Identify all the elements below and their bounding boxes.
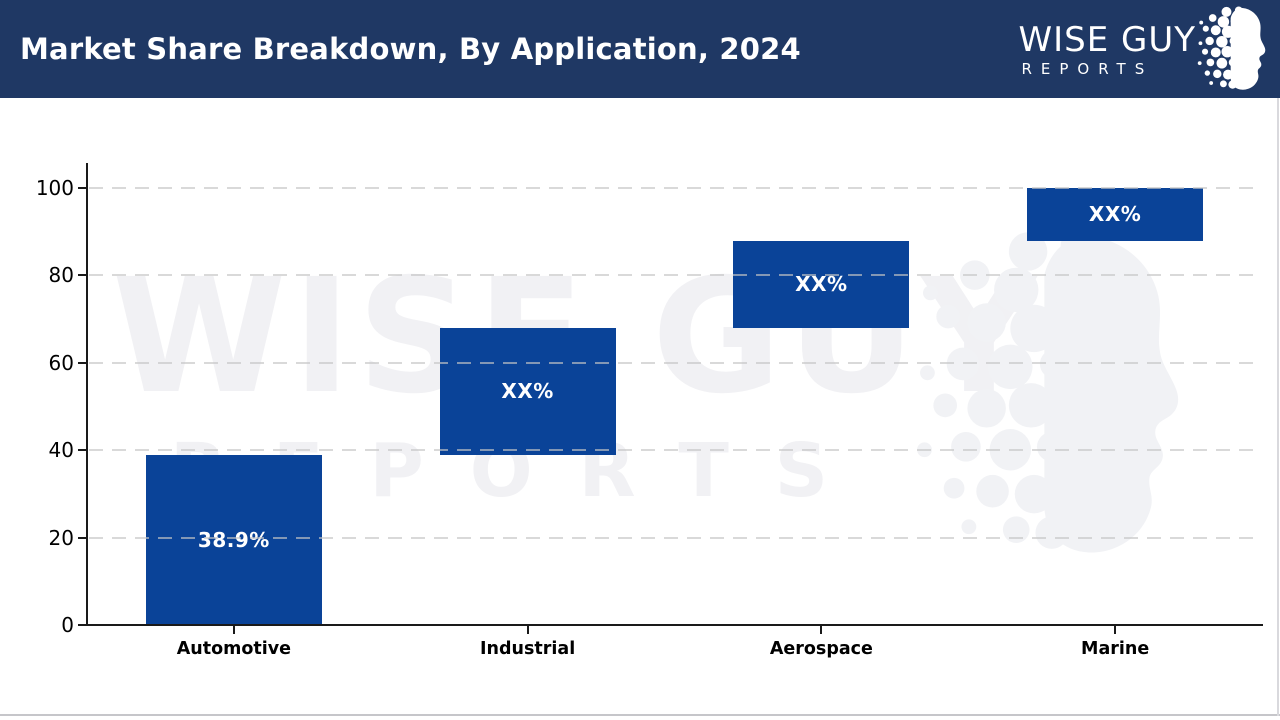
- logo-wordmark: WISE GUY: [1018, 20, 1196, 60]
- bar-value-label: XX%: [795, 272, 848, 297]
- x-tick-label-aerospace: Aerospace: [769, 639, 873, 659]
- y-tick-label: 20: [48, 525, 74, 550]
- header: Market Share Breakdown, By Application, …: [0, 0, 1280, 98]
- x-tick-label-automotive: Automotive: [176, 639, 292, 659]
- watermark-subtext: REPORTS: [170, 428, 875, 514]
- wiseguy-face-icon: [1180, 5, 1276, 93]
- y-tick-label: 60: [48, 350, 74, 375]
- x-tick: [1114, 626, 1117, 634]
- bar-value-label: 38.9%: [197, 527, 270, 552]
- watermark-face-icon: [886, 220, 1182, 570]
- x-tick: [232, 626, 235, 634]
- gridline: [89, 449, 1256, 451]
- x-tick: [820, 626, 823, 634]
- y-tick: [78, 361, 86, 364]
- gridline: [89, 361, 1256, 364]
- bar-value-label: XX%: [501, 379, 554, 404]
- logo-text: WISE GUY REPORTS: [1018, 23, 1196, 77]
- y-tick: [78, 536, 86, 539]
- x-tick-label-industrial: Industrial: [480, 639, 576, 659]
- y-tick-label: 100: [35, 175, 74, 200]
- y-tick: [78, 449, 86, 451]
- bar-automotive: 38.9%: [145, 454, 322, 625]
- x-tick-label-marine: Marine: [1081, 639, 1150, 659]
- bar-value-label: XX%: [1088, 202, 1142, 227]
- gridline: [89, 186, 1256, 189]
- x-tick: [526, 626, 529, 634]
- gridline: [89, 274, 1256, 276]
- gridline: [89, 536, 1256, 539]
- bar-industrial: XX%: [439, 327, 616, 455]
- right-border: [1277, 98, 1279, 716]
- wiseguy-logo: WISE GUY REPORTS: [1018, 0, 1280, 98]
- y-tick-label: 0: [61, 613, 74, 637]
- bar-marine: XX%: [1027, 187, 1204, 241]
- bottom-border: [0, 714, 1280, 716]
- y-tick: [78, 186, 86, 189]
- x-axis-line: [86, 624, 1263, 626]
- watermark-wordmark: WISE GUY: [112, 245, 1043, 429]
- y-tick-label: 80: [48, 263, 74, 287]
- bar-aerospace: XX%: [733, 240, 910, 328]
- y-tick: [78, 274, 86, 276]
- page-title: Market Share Breakdown, By Application, …: [20, 32, 801, 66]
- y-tick: [78, 624, 86, 626]
- logo-subtext: REPORTS: [1021, 60, 1154, 78]
- y-tick-label: 40: [48, 438, 74, 462]
- y-axis-line: [86, 163, 88, 626]
